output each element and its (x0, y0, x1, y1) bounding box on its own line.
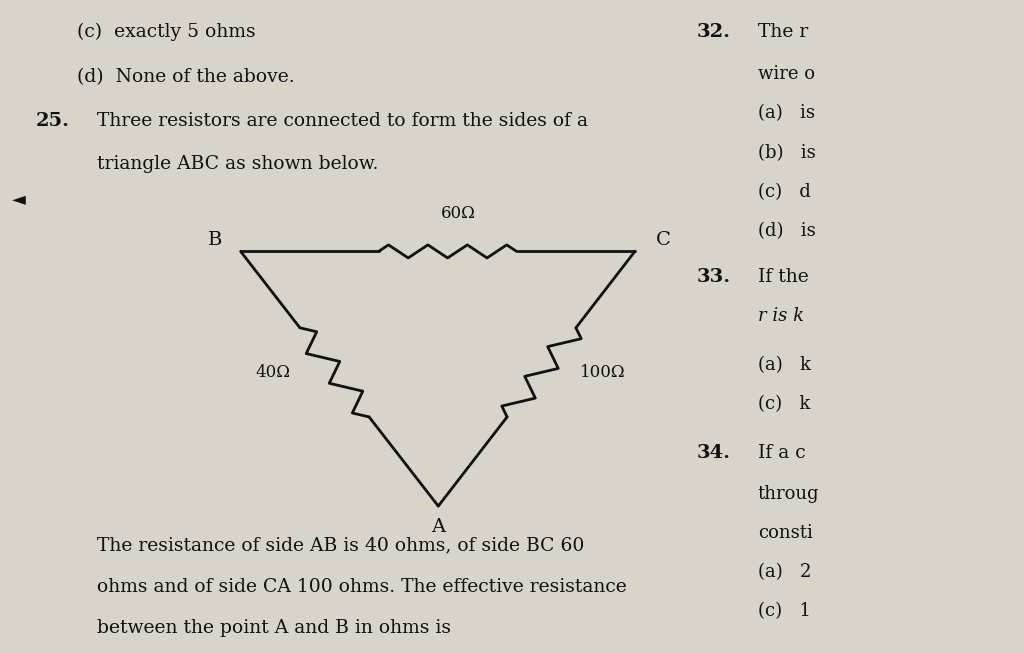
Text: (a)   2: (a) 2 (758, 563, 811, 581)
Text: If a c: If a c (758, 444, 806, 462)
Text: between the point A and B in ohms is: between the point A and B in ohms is (97, 619, 452, 637)
Text: ◄: ◄ (11, 190, 26, 208)
Text: r is k: r is k (758, 307, 804, 325)
Text: throug: throug (758, 485, 819, 503)
Text: (d)   is: (d) is (758, 222, 815, 240)
Text: wire o: wire o (758, 65, 815, 84)
Text: triangle ABC as shown below.: triangle ABC as shown below. (97, 155, 379, 174)
Text: 40Ω: 40Ω (255, 364, 291, 381)
Text: A: A (431, 518, 445, 536)
Text: 33.: 33. (696, 268, 730, 286)
Text: (a)   is: (a) is (758, 104, 815, 123)
Text: (c)  exactly 5 ohms: (c) exactly 5 ohms (77, 23, 255, 41)
Text: The r: The r (758, 23, 808, 41)
Text: If the: If the (758, 268, 809, 286)
Text: (c)   d: (c) d (758, 183, 811, 201)
Text: (a)   k: (a) k (758, 356, 811, 374)
Text: (d)  None of the above.: (d) None of the above. (77, 69, 295, 87)
Text: (c)   k: (c) k (758, 395, 810, 413)
Text: 60Ω: 60Ω (440, 205, 476, 222)
Text: Three resistors are connected to form the sides of a: Three resistors are connected to form th… (97, 112, 588, 131)
Text: B: B (208, 231, 222, 249)
Text: The resistance of side AB is 40 ohms, of side BC 60: The resistance of side AB is 40 ohms, of… (97, 537, 585, 555)
Text: ohms and of side CA 100 ohms. The effective resistance: ohms and of side CA 100 ohms. The effect… (97, 578, 627, 596)
Text: (b)   is: (b) is (758, 144, 815, 162)
Text: 25.: 25. (36, 112, 70, 131)
Text: consti: consti (758, 524, 813, 542)
Text: (c)   1: (c) 1 (758, 602, 811, 620)
Text: 34.: 34. (696, 444, 730, 462)
Text: 32.: 32. (696, 23, 730, 41)
Text: C: C (656, 231, 671, 249)
Text: 100Ω: 100Ω (581, 364, 626, 381)
